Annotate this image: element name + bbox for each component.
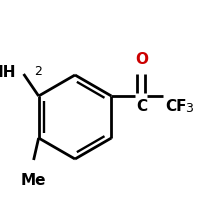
Text: O: O <box>135 52 148 67</box>
Text: 3: 3 <box>185 102 193 114</box>
Text: C: C <box>136 99 147 113</box>
Text: CF: CF <box>165 99 187 113</box>
Text: NH: NH <box>0 65 16 80</box>
Text: Me: Me <box>21 172 46 187</box>
Text: 2: 2 <box>34 65 42 78</box>
